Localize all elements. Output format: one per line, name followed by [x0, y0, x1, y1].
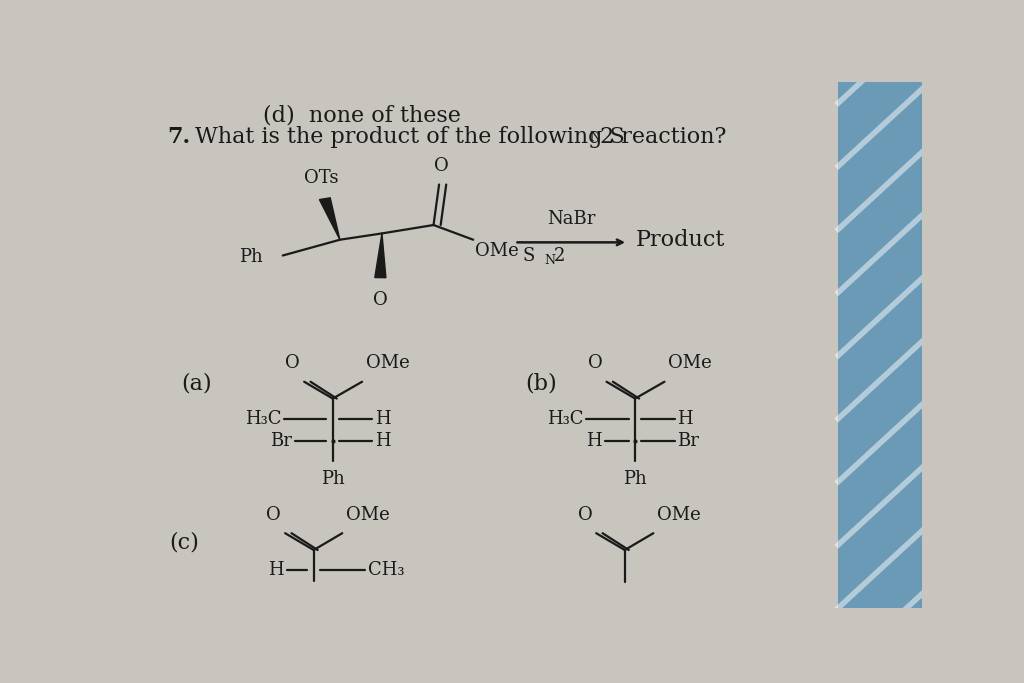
Text: (d)  none of these: (d) none of these — [263, 104, 461, 126]
Text: 2: 2 — [554, 247, 565, 264]
Text: N: N — [545, 254, 556, 267]
Text: OMe: OMe — [346, 505, 390, 524]
Text: OMe: OMe — [367, 354, 410, 372]
Text: O: O — [588, 354, 602, 372]
Text: OMe: OMe — [657, 505, 701, 524]
Text: Br: Br — [269, 432, 292, 449]
Text: OMe: OMe — [475, 242, 518, 260]
Text: O: O — [578, 505, 592, 524]
Text: H: H — [375, 410, 390, 428]
Text: H: H — [375, 432, 390, 449]
Text: N: N — [589, 131, 600, 144]
Text: Product: Product — [636, 229, 725, 251]
Text: (b): (b) — [524, 372, 557, 394]
Text: H: H — [677, 410, 693, 428]
Text: (c): (c) — [169, 531, 199, 554]
Text: What is the product of the following S: What is the product of the following S — [196, 126, 626, 148]
Bar — [839, 82, 981, 608]
Text: OTs: OTs — [303, 169, 338, 187]
Text: O: O — [434, 157, 449, 175]
Text: Ph: Ph — [240, 247, 263, 266]
Text: H₃C: H₃C — [547, 410, 584, 428]
Text: OMe: OMe — [669, 354, 712, 372]
Text: 7.: 7. — [168, 126, 190, 148]
Text: O: O — [373, 291, 388, 309]
Text: H: H — [268, 561, 284, 579]
Text: H₃C: H₃C — [245, 410, 282, 428]
Text: O: O — [286, 354, 300, 372]
Text: H: H — [586, 432, 602, 449]
Text: S: S — [522, 247, 535, 264]
Polygon shape — [375, 234, 386, 278]
Text: (a): (a) — [181, 372, 212, 394]
Text: 2 reaction?: 2 reaction? — [600, 126, 727, 148]
Text: Ph: Ph — [321, 470, 345, 488]
Text: Ph: Ph — [624, 470, 647, 488]
Polygon shape — [319, 198, 340, 240]
Text: Br: Br — [677, 432, 699, 449]
Text: NaBr: NaBr — [547, 210, 595, 227]
Text: CH₃: CH₃ — [368, 561, 404, 579]
Text: O: O — [266, 505, 282, 524]
